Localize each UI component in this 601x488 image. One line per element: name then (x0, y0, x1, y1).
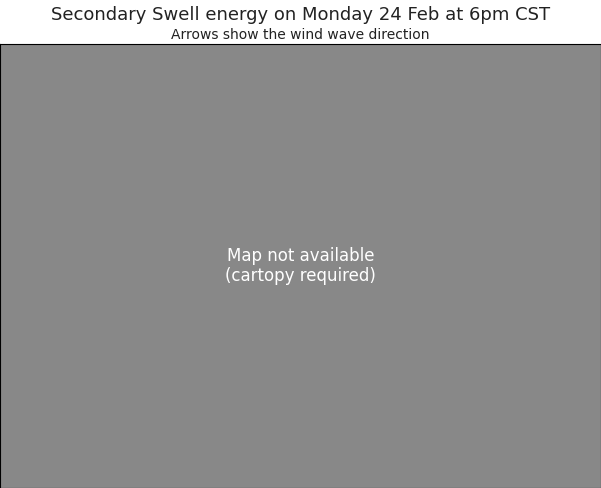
Text: Arrows show the wind wave direction: Arrows show the wind wave direction (171, 28, 430, 42)
Text: Secondary Swell energy on Monday 24 Feb at 6pm CST: Secondary Swell energy on Monday 24 Feb … (51, 6, 550, 24)
Text: Map not available
(cartopy required): Map not available (cartopy required) (225, 246, 376, 285)
